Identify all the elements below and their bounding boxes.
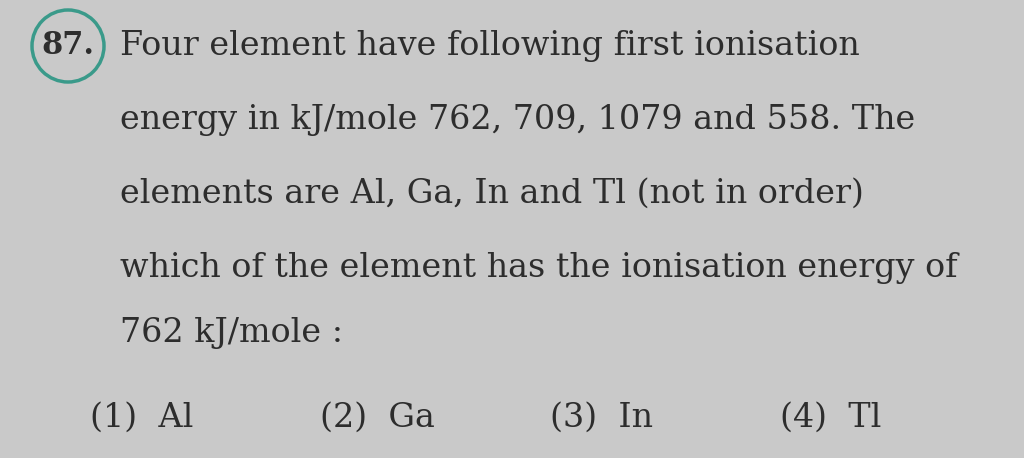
Text: energy in kJ/mole 762, 709, 1079 and 558. The: energy in kJ/mole 762, 709, 1079 and 558… [120,104,915,136]
Text: elements are Al, Ga, In and Tl (not in order): elements are Al, Ga, In and Tl (not in o… [120,178,864,210]
Text: (2)  Ga: (2) Ga [319,402,435,434]
Text: Four element have following first ionisation: Four element have following first ionisa… [120,30,860,62]
Text: which of the element has the ionisation energy of: which of the element has the ionisation … [120,252,957,284]
Text: (4)  Tl: (4) Tl [780,402,882,434]
Text: 762 kJ/mole :: 762 kJ/mole : [120,317,343,349]
Text: (3)  In: (3) In [550,402,653,434]
Circle shape [32,10,104,82]
Text: (1)  Al: (1) Al [90,402,194,434]
Text: 87.: 87. [42,31,94,61]
